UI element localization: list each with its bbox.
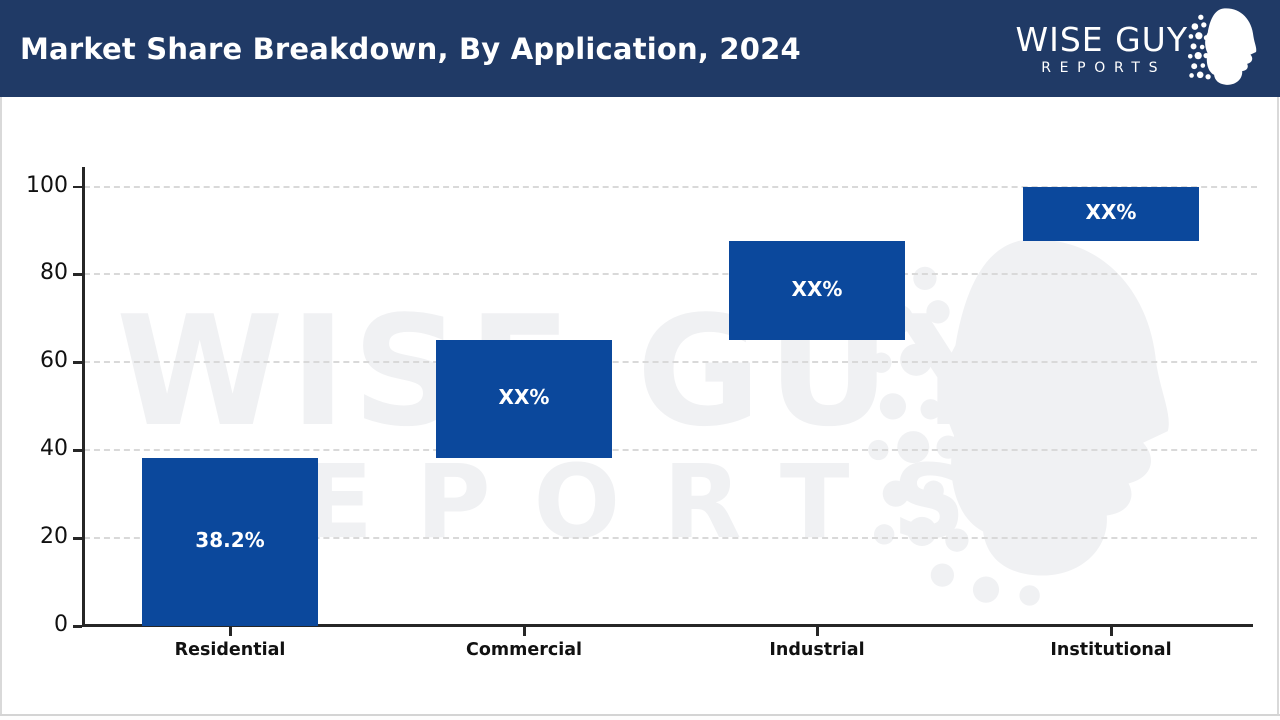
x-tick-mark [523, 626, 526, 636]
gridline [84, 273, 1257, 276]
bar-industrial [729, 241, 905, 341]
y-tick-label: 20 [40, 524, 68, 550]
brand-subtitle: REPORTS [1041, 59, 1167, 76]
brand-logo: WISE GUY REPORTS [1015, 6, 1270, 92]
y-axis-line [82, 167, 85, 626]
bar-value-label: XX% [791, 276, 843, 301]
x-tick-mark [816, 626, 819, 636]
bar-value-label: 38.2% [195, 528, 265, 553]
gridline [84, 361, 1257, 364]
y-tick-label: 100 [26, 172, 68, 198]
bar-residential [142, 458, 318, 626]
brand-name: WISE GUY [1015, 19, 1188, 59]
y-tick-label: 80 [40, 260, 68, 286]
bar-value-label: XX% [1085, 199, 1137, 224]
x-category-label: Institutional [1050, 640, 1172, 660]
x-axis-line [82, 624, 1253, 627]
y-tick-label: 40 [40, 436, 68, 462]
y-tick-label: 60 [40, 348, 68, 374]
y-tick-mark [73, 273, 82, 276]
bar-institutional [1023, 186, 1199, 242]
brand-logo-text: WISE GUY REPORTS [1015, 23, 1188, 75]
panel-border-left [0, 97, 2, 715]
y-tick-mark [73, 449, 82, 452]
x-category-label: Residential [174, 640, 286, 660]
x-category-label: Industrial [769, 640, 865, 660]
x-tick-mark [1110, 626, 1113, 636]
y-tick-label: 0 [54, 612, 68, 637]
bar-value-label: XX% [498, 385, 550, 410]
panel-border-bottom [0, 714, 1280, 716]
gridline [84, 449, 1257, 452]
panel-border-right [1277, 97, 1279, 715]
x-tick-mark [229, 626, 232, 636]
y-tick-mark [73, 185, 82, 188]
bar-commercial [436, 340, 612, 459]
header-bar: Market Share Breakdown, By Application, … [0, 0, 1280, 97]
y-tick-mark [73, 625, 82, 628]
x-category-label: Commercial [465, 640, 582, 660]
logo-face-icon [1187, 7, 1257, 85]
gridline [84, 537, 1257, 540]
y-tick-mark [73, 537, 82, 540]
chart-title: Market Share Breakdown, By Application, … [20, 31, 801, 66]
y-tick-mark [73, 361, 82, 364]
gridline [84, 185, 1257, 188]
